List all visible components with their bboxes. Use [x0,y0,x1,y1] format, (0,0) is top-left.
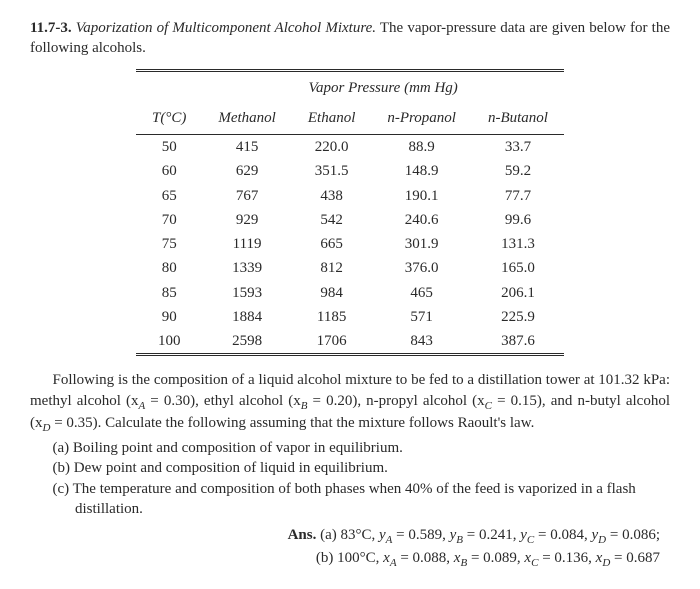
table-row: 50415220.088.933.7 [136,135,564,160]
part-c: (c) The temperature and composition of b… [53,479,671,520]
col-header: Methanol [202,102,292,135]
vapor-pressure-table: Vapor Pressure (mm Hg) T(°C) Methanol Et… [136,69,564,357]
parts-list: (a) Boiling point and composition of vap… [53,438,671,519]
answer-label: Ans. [288,527,317,543]
table-row: 9018841185571225.9 [136,305,564,329]
table-row: 851593984465206.1 [136,281,564,305]
part-b: (b) Dew point and composition of liquid … [53,458,671,478]
following-paragraph: Following is the composition of a liquid… [30,370,670,436]
problem-heading: 11.7-3. Vaporization of Multicomponent A… [30,18,670,59]
part-a: (a) Boiling point and composition of vap… [53,438,671,458]
problem-title: Vaporization of Multicomponent Alcohol M… [76,20,376,36]
col-header: Ethanol [292,102,372,135]
table-row: 70929542240.699.6 [136,208,564,232]
table-row: 10025981706843387.6 [136,329,564,355]
table-row: 801339812376.0165.0 [136,256,564,280]
col-header: T(°C) [136,102,202,135]
table-group-header: Vapor Pressure (mm Hg) [202,70,564,102]
answer-block: Ans. (a) 83°C, yA = 0.589, yB = 0.241, y… [30,525,670,571]
table-row: 751119665301.9131.3 [136,232,564,256]
col-header: n-Propanol [371,102,472,135]
problem-number: 11.7-3. [30,20,72,36]
table-row: 60629351.5148.959.2 [136,159,564,183]
col-header: n-Butanol [472,102,564,135]
answer-line-2: (b) 100°C, xA = 0.088, xB = 0.089, xC = … [316,550,660,566]
table-row: 65767438190.177.7 [136,184,564,208]
answer-line-1: (a) 83°C, yA = 0.589, yB = 0.241, yC = 0… [320,527,660,543]
